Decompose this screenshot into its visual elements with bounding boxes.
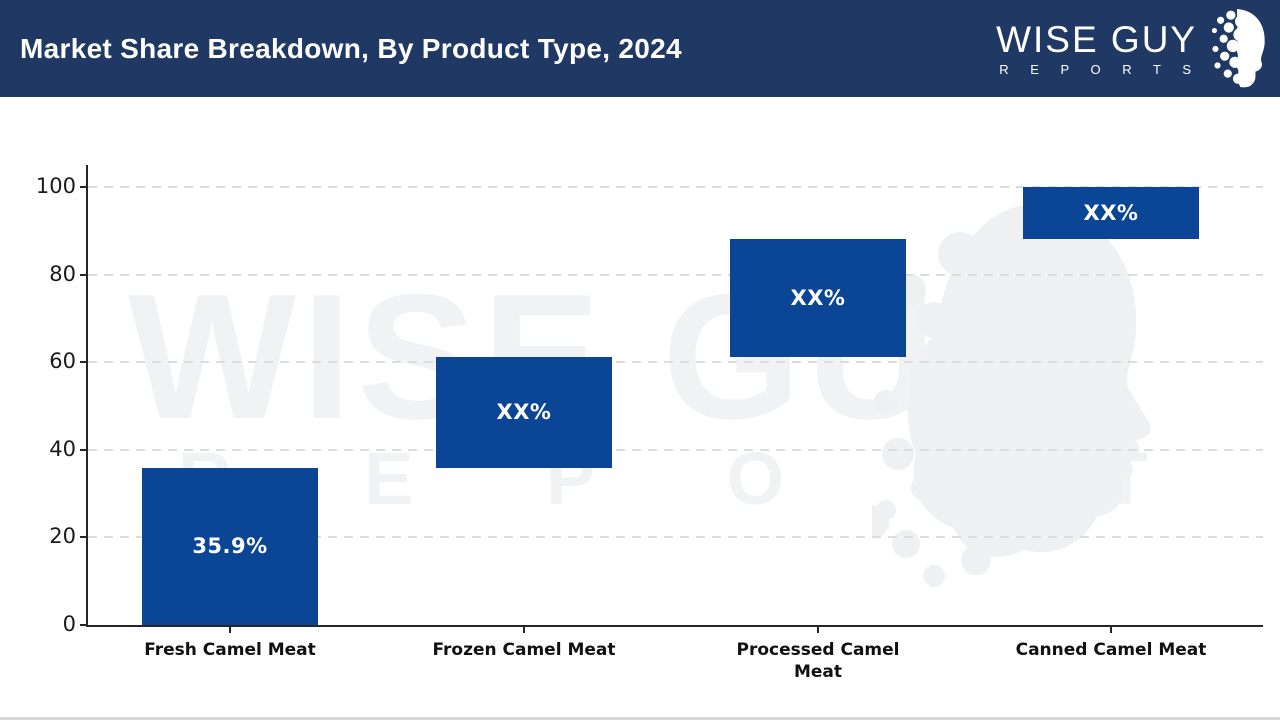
bar-value-label-2: XX% bbox=[496, 400, 552, 425]
category-label-1: Fresh Camel Meat bbox=[144, 640, 316, 660]
gridline-80 bbox=[88, 273, 1263, 276]
logo-text: WISE GUY R E P O R T S bbox=[993, 21, 1200, 76]
logo-subtitle: R E P O R T S bbox=[999, 62, 1200, 77]
y-tick-label-100: 100 bbox=[35, 174, 76, 199]
logo: WISE GUY R E P O R T S bbox=[993, 0, 1268, 97]
x-tick-1 bbox=[229, 627, 231, 633]
y-tick-80 bbox=[80, 273, 87, 276]
y-tick-label-20: 20 bbox=[49, 524, 76, 549]
gridline-40 bbox=[88, 448, 1263, 451]
category-label-3: Processed Camel Meat bbox=[736, 640, 900, 683]
x-tick-2 bbox=[523, 627, 525, 633]
page-title: Market Share Breakdown, By Product Type,… bbox=[20, 32, 682, 64]
y-tick-label-40: 40 bbox=[49, 436, 76, 461]
x-tick-4 bbox=[1110, 627, 1112, 633]
bar-2: XX% bbox=[436, 357, 612, 468]
x-axis bbox=[86, 625, 1263, 627]
y-tick-60 bbox=[80, 361, 87, 364]
bar-4: XX% bbox=[1023, 187, 1199, 240]
bar-1: 35.9% bbox=[142, 467, 318, 625]
y-axis bbox=[86, 165, 88, 627]
gridline-20 bbox=[88, 536, 1263, 539]
bar-value-label-4: XX% bbox=[1083, 201, 1139, 226]
logo-face-icon bbox=[1211, 8, 1265, 87]
bar-value-label-1: 35.9% bbox=[192, 534, 268, 559]
gridline-60 bbox=[88, 361, 1263, 364]
y-tick-label-0: 0 bbox=[62, 612, 76, 636]
y-tick-100 bbox=[80, 186, 87, 189]
y-tick-label-80: 80 bbox=[49, 261, 76, 286]
category-label-2: Frozen Camel Meat bbox=[432, 640, 616, 660]
bar-3: XX% bbox=[730, 239, 906, 358]
bottom-border bbox=[0, 717, 1280, 720]
y-tick-20 bbox=[80, 536, 87, 539]
y-tick-0 bbox=[80, 624, 87, 626]
gridline-100 bbox=[88, 186, 1263, 189]
chart-area: 0 20 40 60 80 100 35.9% Fresh Camel Meat XX% Froz… bbox=[0, 97, 1280, 720]
bar-value-label-3: XX% bbox=[790, 286, 846, 311]
watermark-face-icon bbox=[872, 204, 1152, 587]
logo-wordmark: WISE GUY bbox=[996, 19, 1198, 60]
y-tick-label-60: 60 bbox=[49, 349, 76, 374]
x-tick-3 bbox=[817, 627, 819, 633]
header-bar: Market Share Breakdown, By Product Type,… bbox=[0, 0, 1280, 97]
category-label-4: Canned Camel Meat bbox=[1015, 640, 1207, 660]
y-tick-40 bbox=[80, 448, 87, 451]
